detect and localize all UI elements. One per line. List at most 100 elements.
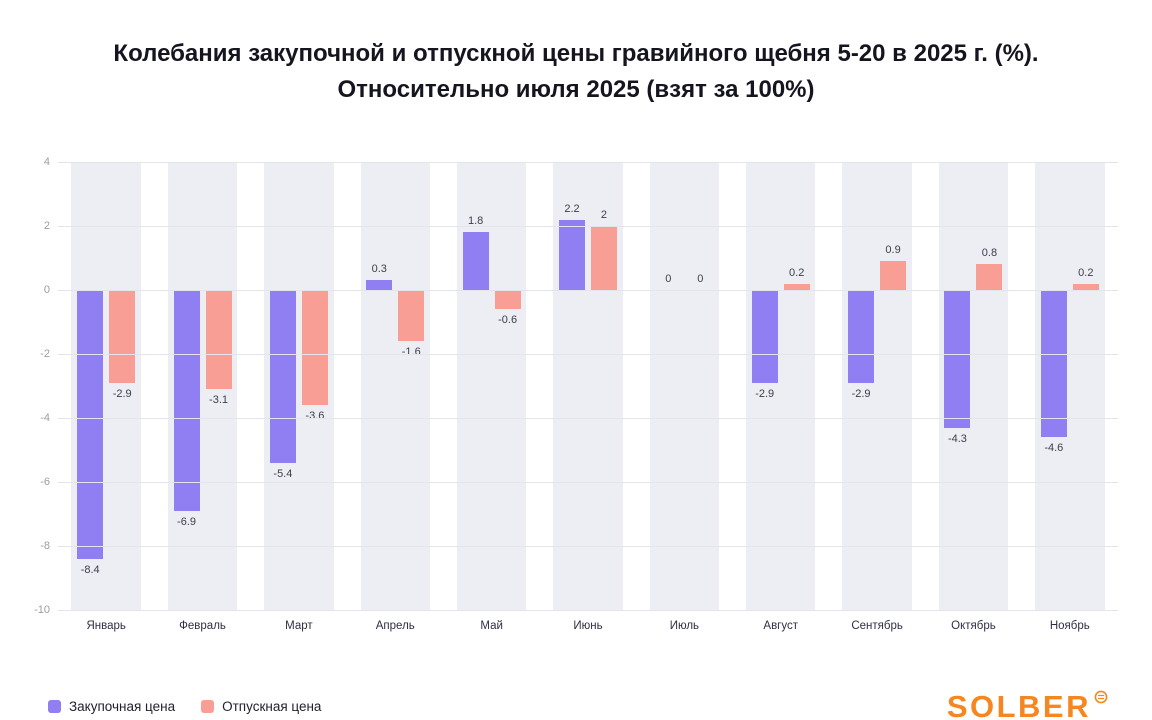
category-slot: -2.9 0.9 [829, 162, 925, 610]
x-tick-label: Август [763, 620, 799, 632]
chart-footer: Закупочная цена Отпускная цена SOLBER [48, 689, 1108, 720]
bar-value-label: 2.2 [564, 202, 580, 215]
bar-value-label: -2.9 [851, 387, 871, 400]
bar-selling-price [398, 290, 425, 342]
bar-value-label: -5.4 [273, 467, 293, 480]
category-slot: -8.4 -2.9 [58, 162, 154, 610]
bar-selling-price [1072, 283, 1099, 290]
y-tick-label: 0 [43, 284, 50, 296]
bar-purchase-price [77, 290, 104, 559]
bar-purchase-price [1040, 290, 1067, 438]
category-slot: -2.9 0.2 [733, 162, 829, 610]
bar-purchase-price [269, 290, 296, 463]
bar-selling-price [783, 283, 810, 290]
category-slot: -5.4 -3.6 [251, 162, 347, 610]
purchase-price-swatch [48, 700, 61, 713]
bar-value-label: -3.6 [305, 410, 325, 423]
bar-value-label: 0.8 [981, 247, 998, 260]
y-tick-label: -6 [40, 476, 50, 488]
category-slot: -4.6 0.2 [1022, 162, 1118, 610]
bar-value-label: -4.6 [1044, 442, 1064, 455]
bar-purchase-price [366, 280, 393, 290]
category-band [746, 162, 816, 610]
x-tick-label: Июнь [573, 620, 603, 632]
category-slot: 0.3 -1.6 [347, 162, 443, 610]
bar-value-label: -1.6 [401, 346, 421, 359]
bar-value-label: -6.9 [177, 515, 197, 528]
gridline [58, 482, 1118, 483]
category-band [360, 162, 430, 610]
x-tick-label: Февраль [179, 620, 226, 632]
bar-selling-price [880, 261, 907, 290]
bar-purchase-price [944, 290, 971, 428]
bar-value-label: 0.2 [1078, 266, 1094, 279]
category-slot: 2.2 2 [540, 162, 636, 610]
y-tick-label: -8 [40, 540, 50, 552]
y-tick-label: 2 [43, 220, 50, 232]
bar-purchase-price [462, 232, 489, 290]
x-tick-label: Сентябрь [851, 620, 903, 632]
bar-selling-price [301, 290, 328, 406]
bar-value-label: 0 [665, 272, 672, 285]
y-tick-label: -4 [40, 412, 50, 424]
purchase-price-label: Закупочная цена [69, 699, 176, 714]
bar-selling-price [109, 290, 136, 383]
bar-value-label: -3.1 [209, 394, 229, 407]
gridline [58, 226, 1118, 227]
bar-value-label: 0 [697, 272, 704, 285]
gridline [58, 418, 1118, 419]
bar-selling-price [205, 290, 232, 390]
x-tick-label: Май [480, 620, 503, 632]
category-band [456, 162, 527, 610]
x-tick-label: Ноябрь [1049, 620, 1090, 632]
legend-item-selling-price: Отпускная цена [201, 699, 321, 714]
category-band [842, 162, 912, 610]
bar-purchase-price [558, 219, 585, 290]
gridline [58, 610, 1118, 611]
bar-selling-price [976, 264, 1003, 290]
selling-price-swatch [201, 700, 215, 713]
chart-title: Колебания закупочной и отпускной цены гр… [0, 36, 1152, 108]
legend: Закупочная цена Отпускная цена [48, 699, 321, 714]
bar-selling-price [494, 290, 521, 310]
coin-icon [1094, 690, 1108, 704]
bar-selling-price [590, 226, 617, 290]
y-tick-label: -2 [40, 348, 50, 360]
bar-value-label: -2.9 [112, 387, 132, 400]
bar-value-label: 2 [600, 208, 608, 221]
y-tick-label: -10 [34, 604, 50, 616]
bar-value-label: 0.2 [789, 266, 805, 279]
chart-title-line2: Относительно июля 2025 (взят за 100%) [337, 76, 815, 103]
gridline [58, 290, 1118, 291]
bar-chart-plot-area: -8.4 -2.9 -6.9 -3.1 -5.4 -3.6 0.3 -1.6 1.8 -0.6 2.… [34, 156, 1118, 616]
gridline [58, 354, 1118, 355]
bar-purchase-price [848, 290, 875, 383]
category-band [649, 162, 720, 610]
gridline [58, 162, 1118, 163]
solber-logo: SOLBER [946, 689, 1108, 720]
bar-value-label: -4.3 [947, 432, 967, 445]
bar-value-label: 1.8 [467, 215, 484, 228]
category-slot: -4.3 0.8 [925, 162, 1021, 610]
x-tick-label: Июль [669, 620, 700, 632]
bar-value-label: 0.9 [885, 244, 901, 257]
bar-purchase-price [751, 290, 778, 383]
bar-value-label: 0.3 [371, 263, 387, 276]
bar-purchase-price [173, 290, 200, 511]
chart-title-line1: Колебания закупочной и отпускной цены гр… [113, 40, 1039, 67]
bar-value-label: -0.6 [498, 314, 518, 327]
bar-value-label: -2.9 [755, 387, 775, 400]
selling-price-label: Отпускная цена [222, 699, 322, 714]
legend-item-purchase-price: Закупочная цена [48, 699, 175, 714]
x-tick-label: Апрель [375, 620, 415, 632]
bar-value-label: -8.4 [80, 563, 100, 576]
x-tick-label: Октябрь [951, 620, 996, 632]
x-tick-label: Март [285, 620, 313, 632]
solber-logo-text: SOLBER [946, 689, 1091, 720]
y-tick-label: 4 [43, 156, 50, 168]
gridline [58, 546, 1118, 547]
category-slot: 1.8 -0.6 [443, 162, 539, 610]
x-axis: Январь Февраль Март Апрель Май Июнь Июль Август… [58, 616, 1118, 642]
category-slot: -6.9 -3.1 [154, 162, 250, 610]
